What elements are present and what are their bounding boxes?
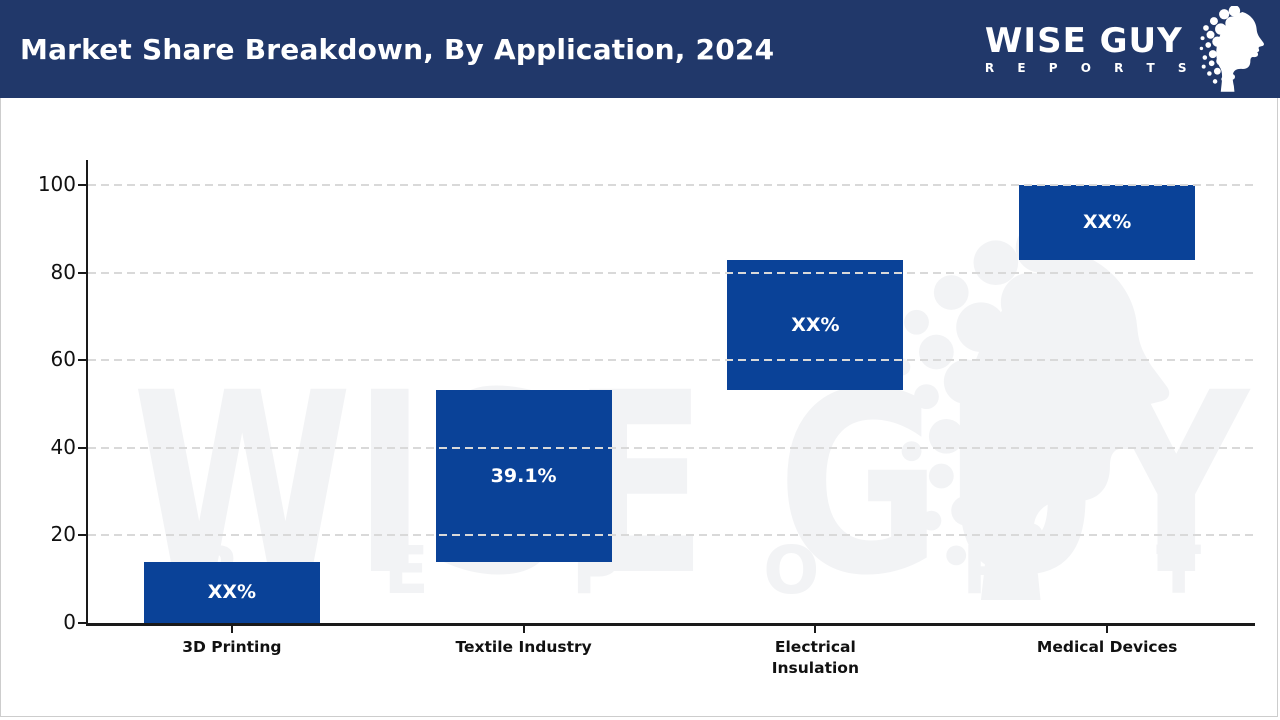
- bar-value-label: XX%: [207, 581, 257, 604]
- gridline: [88, 359, 1255, 362]
- y-tick-mark: [78, 622, 86, 624]
- y-tick-mark: [78, 446, 86, 449]
- page-title: Market Share Breakdown, By Application, …: [20, 32, 775, 66]
- brand-logo: WISE GUY R E P O R T S: [985, 0, 1272, 98]
- x-tick-mark: [522, 625, 525, 633]
- x-tick-mark: [814, 625, 817, 633]
- x-axis-label: 3D Printing: [182, 638, 282, 656]
- y-tick-label: 80: [50, 259, 76, 284]
- y-tick-label: 20: [50, 522, 76, 547]
- y-tick-mark: [78, 534, 86, 537]
- gridline: [88, 534, 1255, 537]
- bar-textile-industry: 39.1%: [435, 390, 612, 562]
- x-tick-mark: [1106, 625, 1109, 633]
- logo-line1: WISE GUY: [984, 20, 1183, 61]
- x-axis-label: Medical Devices: [1036, 638, 1178, 656]
- bar-value-label: 39.1%: [490, 465, 557, 488]
- y-tick-label: 40: [50, 434, 76, 459]
- gridline: [88, 271, 1255, 274]
- x-axis-spine: [86, 623, 1255, 626]
- y-tick-mark: [78, 184, 86, 186]
- logo-line2: R E P O R T S: [984, 60, 1196, 75]
- logo-wordmark: WISE GUY R E P O R T S: [985, 23, 1196, 76]
- gridline: [88, 446, 1255, 449]
- x-tick-mark: [230, 625, 233, 633]
- bar-medical-devices: XX%: [1019, 185, 1196, 260]
- y-tick-label: 100: [37, 172, 76, 196]
- watermark-subtext: R E P O R T S: [190, 532, 1280, 609]
- bar-value-label: XX%: [791, 314, 840, 337]
- y-tick-mark: [78, 359, 86, 362]
- header-bar: Market Share Breakdown, By Application, …: [0, 0, 1280, 98]
- y-axis-spine: [86, 160, 88, 626]
- y-tick-mark: [78, 271, 86, 274]
- x-axis-label: Textile Industry: [455, 638, 592, 656]
- y-tick-label: 60: [50, 347, 76, 372]
- gridline: [88, 184, 1255, 186]
- bar-3d-printing: XX%: [143, 561, 320, 623]
- bar-value-label: XX%: [1082, 211, 1132, 234]
- y-tick-label: 0: [63, 610, 76, 634]
- bar-electrical-insulation: XX%: [727, 259, 904, 391]
- wiseguy-face-icon: [1199, 6, 1264, 92]
- x-axis-label: Electrical Insulation: [771, 638, 859, 677]
